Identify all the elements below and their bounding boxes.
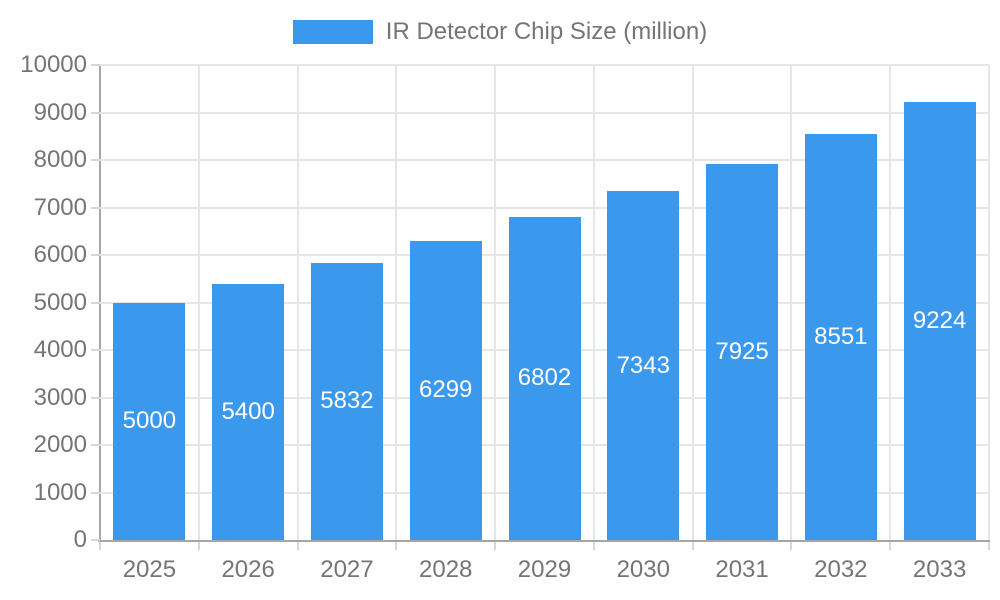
x-axis-tick [889,542,892,550]
x-tick-label: 2027 [320,556,374,583]
plot-area: 5000 5400 5832 6299 6802 7343 7925 8551 9224 [100,64,990,540]
y-axis-tick [91,491,100,494]
x-axis-tick [99,542,101,550]
bar[interactable]: 5832 [310,262,383,540]
legend-label: IR Detector Chip Size (million) [385,18,708,45]
y-axis-tick [91,111,100,114]
bar[interactable]: 6299 [409,240,482,540]
y-tick-label: 6000 [33,241,87,268]
v-gridline [889,65,892,540]
v-gridline [296,65,299,540]
x-axis-tick [494,542,497,550]
x-tick-label: 2025 [122,556,177,583]
y-axis-tick [91,444,100,446]
y-tick-label: 9000 [33,98,87,126]
h-gridline [100,159,989,161]
x-axis-tick [592,542,595,550]
h-gridline [100,206,989,209]
y-axis-tick [91,159,100,161]
y-tick-label: 5000 [33,288,87,316]
y-tick-label: 10000 [20,51,87,78]
y-axis-tick [91,349,100,351]
bar[interactable]: 5000 [113,302,186,540]
bar-value-label: 6802 [517,364,572,392]
bar-value-label: 8551 [814,322,868,350]
y-tick-label: 1000 [33,478,87,506]
y-axis-tick [91,254,100,256]
v-gridline [790,65,793,540]
y-tick-label: 4000 [33,336,87,363]
bar[interactable]: 5400 [212,283,285,540]
bar[interactable]: 9224 [903,101,976,540]
v-gridline [691,65,694,540]
x-tick-label: 2028 [419,556,473,583]
x-tick-label: 2026 [221,556,275,583]
y-tick-label: 8000 [33,146,87,173]
v-gridline [494,65,497,540]
x-axis-tick [296,542,299,550]
bar-value-label: 5832 [320,387,374,415]
y-axis-line [99,64,101,548]
bar-value-label: 7343 [616,351,670,379]
x-axis-tick [790,542,793,550]
x-axis-tick [395,542,398,550]
bar-value-label: 5400 [221,397,275,425]
bar[interactable]: 6802 [508,216,581,540]
y-tick-label: 2000 [33,431,87,458]
y-axis-tick [91,301,100,304]
x-tick-label: 2032 [814,556,868,583]
bar-value-label: 7925 [715,337,769,365]
y-axis-tick [91,64,100,66]
y-tick-label: 3000 [33,383,87,411]
y-axis-tick [91,396,100,399]
x-axis-tick [691,542,694,550]
x-axis-tick [988,542,990,550]
bar-value-label: 6299 [419,376,473,404]
v-gridline [197,65,200,540]
y-axis-tick [91,206,100,209]
bar[interactable]: 7925 [706,163,779,540]
v-gridline [988,65,990,540]
x-tick-label: 2033 [912,556,967,583]
bar[interactable]: 8551 [804,133,877,540]
bar-value-label: 5000 [122,407,177,435]
x-tick-label: 2030 [616,556,670,583]
bar[interactable]: 7343 [607,191,680,540]
x-axis-line [98,540,990,542]
v-gridline [395,65,398,540]
x-tick-label: 2029 [517,556,572,583]
legend-swatch [292,20,373,44]
x-axis-tick [197,542,200,550]
legend-container: IR Detector Chip Size (million) [0,19,1000,45]
legend-item[interactable]: IR Detector Chip Size (million) [292,18,708,45]
v-gridline [592,65,595,540]
h-gridline [100,111,989,114]
h-gridline [100,64,989,66]
y-tick-label: 7000 [33,193,87,221]
x-tick-label: 2031 [715,556,769,583]
bar-value-label: 9224 [912,306,967,334]
y-tick-label: 0 [73,526,87,553]
y-axis-tick [91,539,100,541]
